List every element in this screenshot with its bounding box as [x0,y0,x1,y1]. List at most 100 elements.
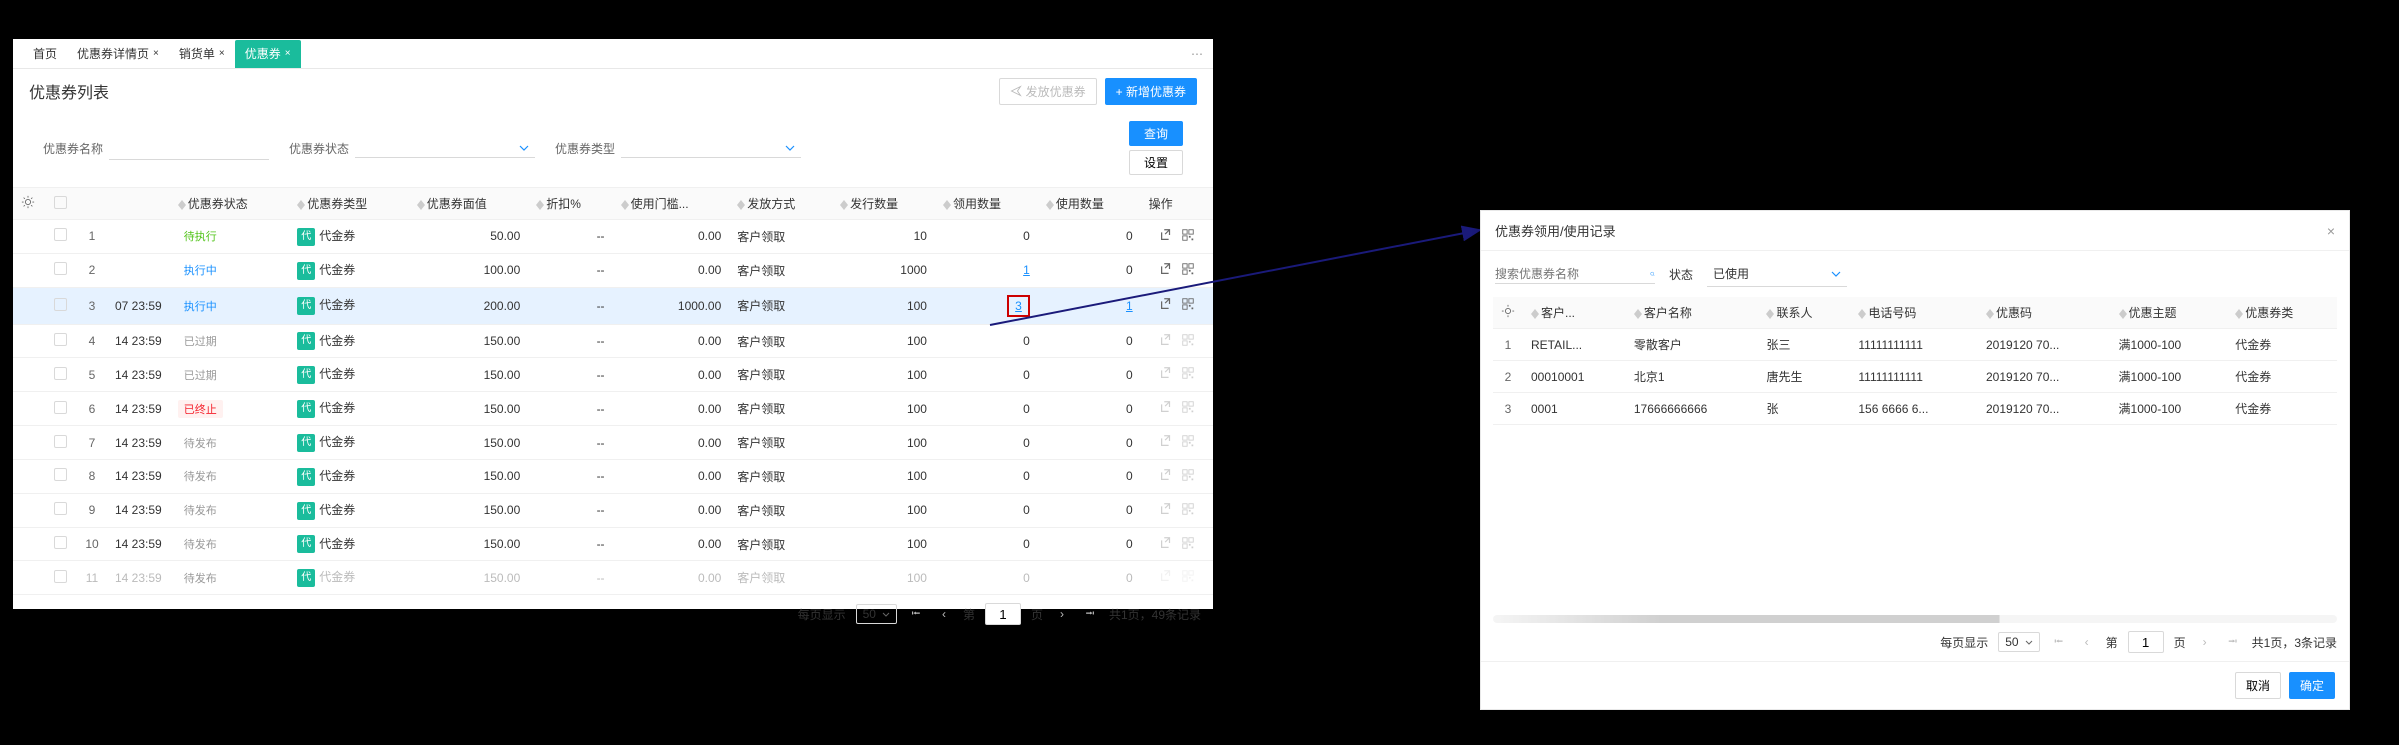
close-icon[interactable]: × [153,40,159,68]
date-column[interactable] [107,188,170,220]
qrcode-icon[interactable] [1181,262,1195,276]
qrcode-icon[interactable] [1181,468,1195,482]
row-checkbox[interactable] [43,561,77,595]
gear-column[interactable] [13,188,43,220]
distribute-coupon-button[interactable]: 发放优惠券 [999,78,1097,105]
row-checkbox[interactable] [43,220,77,254]
export-icon[interactable] [1159,297,1173,311]
filter-status-select[interactable] [355,139,535,158]
horizontal-scrollbar[interactable] [1493,615,2337,623]
row-used[interactable]: 0 [1038,324,1141,358]
export-icon[interactable] [1159,434,1173,448]
table-row[interactable]: 2执行中代代金券100.00--0.00客户领取100010 [13,253,1213,287]
table-row[interactable]: 1待执行代代金券50.00--0.00客户领取1000 [13,220,1213,254]
column-header[interactable]: 电话号码 [1850,297,1978,329]
column-header[interactable]: 优惠主题 [2111,297,2228,329]
row-used[interactable]: 0 [1038,253,1141,287]
cancel-button[interactable]: 取消 [2235,672,2281,699]
column-header[interactable]: 优惠券状态 [170,188,290,220]
column-header[interactable]: 使用数量 [1038,188,1141,220]
row-used[interactable]: 1 [1038,287,1141,324]
close-icon[interactable]: × [2327,223,2335,239]
select-all-column[interactable] [43,188,77,220]
row-used[interactable]: 0 [1038,527,1141,561]
export-icon[interactable] [1159,468,1173,482]
close-icon[interactable]: × [219,40,225,68]
row-checkbox[interactable] [43,527,77,561]
next-page-button[interactable]: › [2196,633,2214,651]
export-icon[interactable] [1159,228,1173,242]
table-row[interactable]: 814 23:59待发布代代金券150.00--0.00客户领取10000 [13,459,1213,493]
tab-home[interactable]: 首页 [23,40,67,68]
row-claimed[interactable]: 0 [935,358,1038,392]
close-icon[interactable]: × [285,40,291,68]
modal-status-select[interactable]: 已使用 [1707,261,1847,287]
row-checkbox[interactable] [43,253,77,287]
row-used[interactable]: 0 [1038,426,1141,460]
settings-button[interactable]: 设置 [1129,150,1183,175]
column-header[interactable]: 优惠码 [1978,297,2111,329]
next-page-button[interactable]: › [1053,605,1071,623]
search-input[interactable] [1495,267,1650,281]
last-page-button[interactable]: ⭲ [1081,605,1099,623]
qrcode-icon[interactable] [1181,400,1195,414]
table-row[interactable]: 714 23:59待发布代代金券150.00--0.00客户领取10000 [13,426,1213,460]
export-icon[interactable] [1159,400,1173,414]
column-header[interactable]: 客户... [1523,297,1626,329]
page-input[interactable] [2128,631,2164,653]
first-page-button[interactable]: ⭰ [907,605,925,623]
export-icon[interactable] [1159,502,1173,516]
column-header[interactable]: 折扣% [528,188,612,220]
qrcode-icon[interactable] [1181,536,1195,550]
table-row[interactable]: 414 23:59已过期代代金券150.00--0.00客户领取10000 [13,324,1213,358]
qrcode-icon[interactable] [1181,569,1195,583]
row-checkbox[interactable] [43,324,77,358]
row-claimed[interactable]: 0 [935,392,1038,426]
column-header[interactable]: 操作 [1141,188,1213,220]
row-used[interactable]: 0 [1038,459,1141,493]
table-row[interactable]: 514 23:59已过期代代金券150.00--0.00客户领取10000 [13,358,1213,392]
row-claimed[interactable]: 0 [935,220,1038,254]
row-used[interactable]: 0 [1038,220,1141,254]
column-header[interactable]: 使用门槛... [613,188,730,220]
qrcode-icon[interactable] [1181,366,1195,380]
gear-column[interactable] [1493,297,1523,329]
table-row[interactable]: 1114 23:59待发布代代金券150.00--0.00客户领取10000 [13,561,1213,595]
row-checkbox[interactable] [43,426,77,460]
column-header[interactable]: 优惠券类 [2227,297,2337,329]
page-input[interactable] [985,603,1021,625]
table-row[interactable]: 3000117666666666张156 6666 6...2019120 70… [1493,393,2337,425]
column-header[interactable]: 客户名称 [1626,297,1759,329]
row-claimed[interactable]: 0 [935,527,1038,561]
export-icon[interactable] [1159,333,1173,347]
column-header[interactable]: 领用数量 [935,188,1038,220]
first-page-button[interactable]: ⭰ [2050,633,2068,651]
qrcode-icon[interactable] [1181,434,1195,448]
row-used[interactable]: 0 [1038,358,1141,392]
row-checkbox[interactable] [43,392,77,426]
row-claimed[interactable]: 3 [935,287,1038,324]
table-row[interactable]: 914 23:59待发布代代金券150.00--0.00客户领取10000 [13,493,1213,527]
filter-type-select[interactable] [621,139,801,158]
row-used[interactable]: 0 [1038,561,1141,595]
qrcode-icon[interactable] [1181,297,1195,311]
per-page-select[interactable]: 50 [856,604,897,624]
tab-sales-order[interactable]: 销货单× [169,40,235,68]
table-row[interactable]: 1RETAIL...零散客户张三111111111112019120 70...… [1493,329,2337,361]
search-box[interactable] [1495,265,1655,284]
filter-name-input[interactable] [109,137,269,160]
last-page-button[interactable]: ⭲ [2224,633,2242,651]
row-claimed[interactable]: 1 [935,253,1038,287]
query-button[interactable]: 查询 [1129,121,1183,146]
qrcode-icon[interactable] [1181,502,1195,516]
column-header[interactable]: 联系人 [1758,297,1850,329]
row-used[interactable]: 0 [1038,392,1141,426]
row-checkbox[interactable] [43,493,77,527]
row-claimed[interactable]: 0 [935,324,1038,358]
prev-page-button[interactable]: ‹ [935,605,953,623]
export-icon[interactable] [1159,569,1173,583]
row-claimed[interactable]: 0 [935,493,1038,527]
export-icon[interactable] [1159,536,1173,550]
row-claimed[interactable]: 0 [935,459,1038,493]
per-page-select[interactable]: 50 [1998,632,2039,652]
